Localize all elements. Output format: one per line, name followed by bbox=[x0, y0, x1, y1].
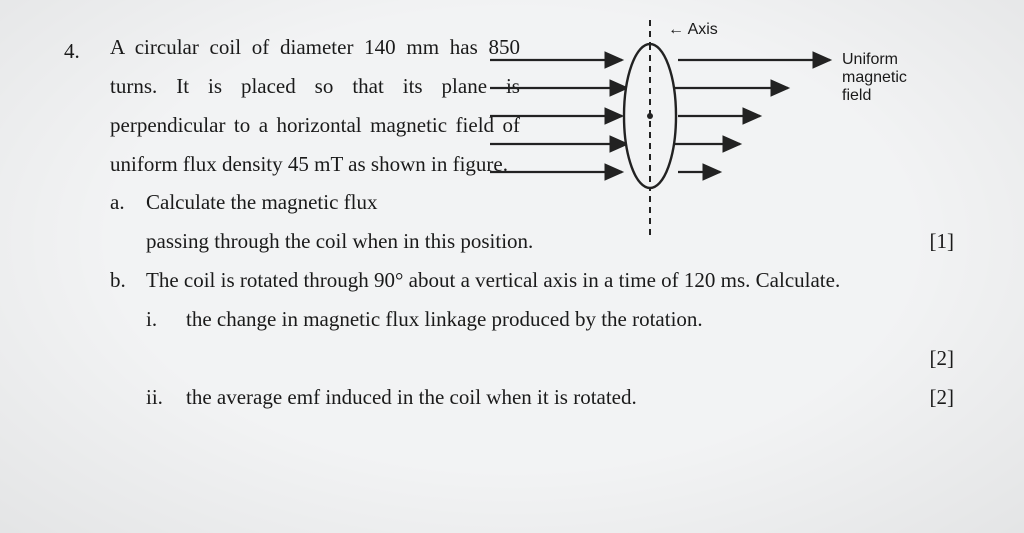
intro-line: a horizontal magnetic field of bbox=[259, 113, 520, 137]
part-b-i-label: i. bbox=[146, 300, 157, 339]
intro-line: shown in figure. bbox=[371, 152, 508, 176]
part-b-ii-label: ii. bbox=[146, 378, 163, 417]
intro-line: uniform flux density 45 mT as bbox=[110, 152, 366, 176]
question-intro: A circular coil of diameter 140 mm has 8… bbox=[110, 28, 520, 183]
field-label: Uniform magnetic field bbox=[842, 51, 911, 104]
part-b-text: The coil is rotated through 90° about a … bbox=[146, 261, 954, 300]
part-b-label: b. bbox=[110, 261, 126, 300]
part-b-i-text: the change in magnetic flux linkage prod… bbox=[186, 300, 954, 339]
part-b-ii-text: the average emf induced in the coil when… bbox=[186, 385, 637, 409]
coil-diagram: ← Axis bbox=[490, 14, 940, 254]
question-number: 4. bbox=[64, 32, 80, 71]
part-a-label: a. bbox=[110, 183, 125, 222]
part-a-line2: passing through the coil when in this po… bbox=[146, 229, 533, 253]
part-b-ii-mark: [2] bbox=[930, 378, 955, 417]
page: 4. A circular coil of diameter 140 mm ha… bbox=[0, 0, 1024, 533]
part-b-i: i. the change in magnetic flux linkage p… bbox=[186, 300, 954, 378]
part-b: b. The coil is rotated through 90° about… bbox=[146, 261, 954, 416]
coil-svg: ← Axis bbox=[490, 14, 940, 254]
intro-line: A circular coil of diameter 140 bbox=[110, 35, 396, 59]
part-b-i-mark: [2] bbox=[186, 339, 954, 378]
part-b-ii: ii. [2] the average emf induced in the c… bbox=[186, 378, 954, 417]
axis-label: ← Axis bbox=[668, 21, 718, 38]
